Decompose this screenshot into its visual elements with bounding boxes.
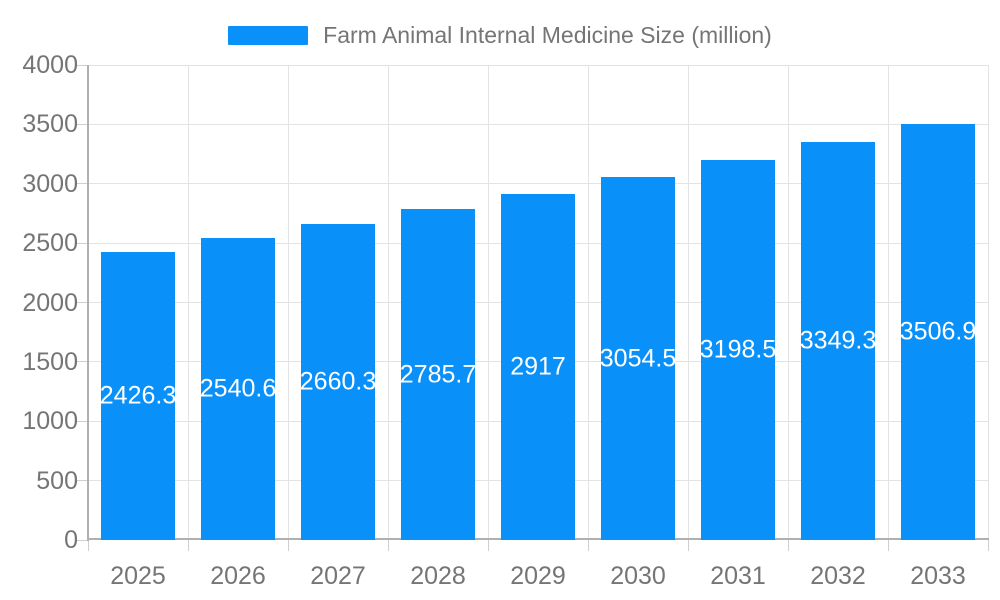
- y-tick: [76, 64, 88, 66]
- bar-value-label: 2540.6: [199, 374, 277, 403]
- x-axis-label: 2026: [210, 562, 266, 590]
- legend-swatch: [228, 25, 309, 45]
- v-gridline: [287, 65, 289, 540]
- y-axis-line: [87, 65, 89, 541]
- bar-value-label: 3349.3: [799, 326, 877, 355]
- v-gridline: [787, 65, 789, 540]
- v-gridline: [587, 65, 589, 540]
- v-gridline: [687, 65, 689, 540]
- bar-value-label: 2917: [510, 352, 566, 381]
- x-axis-label: 2033: [910, 562, 966, 590]
- bar: [101, 251, 175, 540]
- y-tick: [76, 420, 88, 422]
- v-gridline: [987, 65, 989, 540]
- x-axis-label: 2027: [310, 562, 366, 590]
- bar: [601, 177, 675, 540]
- y-axis-label: 1000: [22, 407, 78, 436]
- v-gridline: [387, 65, 389, 540]
- v-gridline: [487, 65, 489, 540]
- bar-value-label: 2660.3: [299, 367, 377, 396]
- x-tick: [687, 540, 689, 551]
- x-tick: [487, 540, 489, 551]
- x-axis-label: 2031: [710, 562, 766, 590]
- x-tick: [587, 540, 589, 551]
- v-gridline: [887, 65, 889, 540]
- bar: [701, 160, 775, 540]
- h-gridline: [88, 64, 988, 66]
- bar: [901, 123, 975, 540]
- x-tick: [987, 540, 989, 551]
- y-axis-label: 0: [64, 526, 78, 554]
- y-axis-label: 3000: [22, 169, 78, 198]
- y-axis-label: 500: [36, 466, 78, 495]
- y-tick: [76, 183, 88, 185]
- legend-item[interactable]: Farm Animal Internal Medicine Size (mill…: [0, 22, 1000, 48]
- y-axis-label: 3500: [22, 110, 78, 139]
- bar-value-label: 2426.3: [99, 381, 177, 410]
- legend-label: Farm Animal Internal Medicine Size (mill…: [323, 21, 772, 48]
- bar: [401, 209, 475, 540]
- bar: [301, 224, 375, 540]
- h-gridline: [88, 123, 988, 125]
- x-axis-label: 2025: [110, 562, 166, 590]
- x-tick: [887, 540, 889, 551]
- y-tick: [76, 361, 88, 363]
- x-axis-label: 2030: [610, 562, 666, 590]
- y-tick: [76, 480, 88, 482]
- y-tick: [76, 242, 88, 244]
- y-tick: [76, 539, 88, 541]
- x-tick: [187, 540, 189, 551]
- bar-value-label: 3198.5: [699, 335, 777, 364]
- x-axis-label: 2029: [510, 562, 566, 590]
- x-tick: [87, 540, 89, 551]
- bar: [801, 142, 875, 540]
- h-gridline: [88, 183, 988, 185]
- bar-value-label: 3054.5: [599, 344, 677, 373]
- y-axis-label: 2500: [22, 229, 78, 258]
- x-tick: [387, 540, 389, 551]
- bar-value-label: 3506.9: [899, 317, 977, 346]
- x-axis-label: 2032: [810, 562, 866, 590]
- y-tick: [76, 302, 88, 303]
- y-axis-label: 2000: [22, 288, 78, 317]
- bar-value-label: 2785.7: [399, 360, 477, 389]
- x-tick: [787, 540, 789, 551]
- y-axis-label: 1500: [22, 347, 78, 376]
- bar: [501, 193, 575, 540]
- x-axis-label: 2028: [410, 562, 466, 590]
- v-gridline: [187, 65, 189, 540]
- y-axis-label: 4000: [22, 51, 78, 79]
- bar: [201, 238, 275, 540]
- y-tick: [76, 123, 88, 125]
- x-tick: [287, 540, 289, 551]
